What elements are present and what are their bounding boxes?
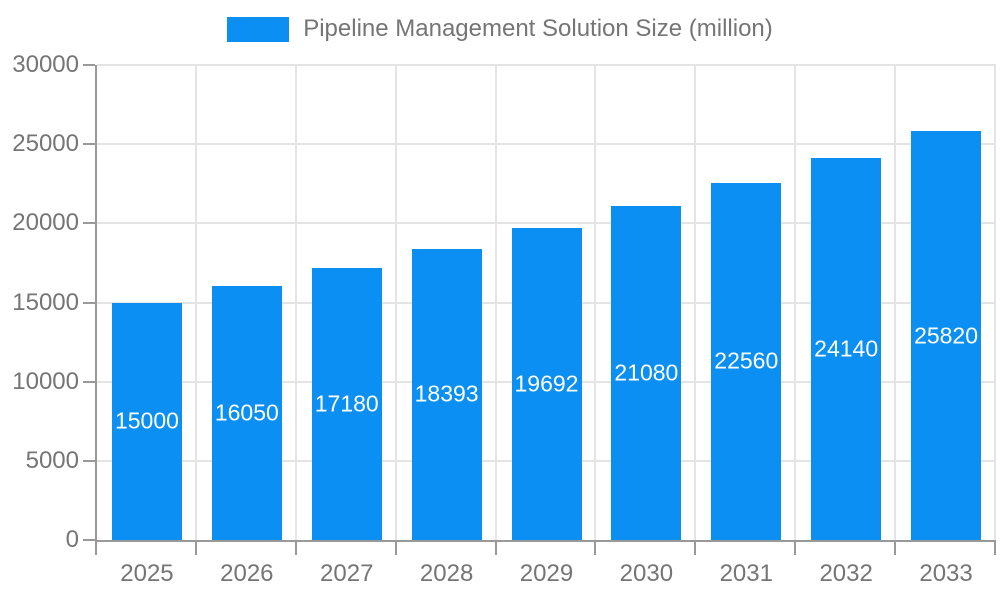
x-axis-label: 2026 (220, 560, 274, 587)
x-axis-tick (294, 542, 297, 555)
x-axis-tick (95, 542, 97, 555)
bar-value-label: 15000 (114, 407, 179, 434)
bar-2031[interactable]: 22560 (711, 182, 782, 540)
x-axis-line (95, 540, 996, 542)
x-axis-label: 2030 (619, 560, 674, 587)
gridline-vertical (994, 65, 996, 540)
x-axis-tick (394, 542, 397, 555)
gridline-vertical (394, 65, 397, 540)
x-axis-tick (194, 542, 197, 555)
y-axis-tick (83, 539, 95, 541)
bar-2028[interactable]: 18393 (411, 248, 482, 540)
gridline-horizontal (97, 222, 996, 225)
gridline-vertical (694, 65, 697, 540)
x-axis-tick (994, 542, 996, 555)
y-axis-label: 10000 (12, 367, 79, 395)
bar-value-label: 18393 (414, 380, 479, 407)
y-axis-tick (83, 143, 95, 146)
x-axis-tick (594, 542, 597, 555)
gridline-vertical (494, 65, 497, 540)
y-axis-tick (83, 222, 95, 225)
gridline-horizontal (97, 143, 996, 146)
gridline-vertical (794, 65, 797, 540)
x-axis-label: 2032 (819, 560, 873, 587)
y-axis-tick (83, 459, 95, 462)
y-axis-label: 20000 (12, 209, 79, 237)
y-axis-tick (83, 64, 95, 66)
gridline-vertical (294, 65, 297, 540)
x-axis-label: 2028 (419, 560, 474, 587)
bar-value-label: 17180 (314, 390, 379, 417)
bar-value-label: 24140 (814, 335, 879, 362)
legend-label: Pipeline Management Solution Size (milli… (303, 15, 773, 42)
y-axis-label: 0 (65, 526, 79, 553)
bar-2032[interactable]: 24140 (811, 157, 882, 540)
x-axis-tick (894, 542, 897, 555)
plot-area: 15000 16050 17180 18393 19692 21080 22560 24140… (12, 51, 996, 587)
x-axis-label: 2033 (919, 560, 973, 587)
gridline-vertical (894, 65, 897, 540)
x-axis-label: 2025 (120, 560, 174, 587)
gridline-vertical (194, 65, 197, 540)
y-axis-label: 25000 (12, 130, 79, 158)
bar-2033[interactable]: 25820 (911, 131, 982, 540)
bar-value-label: 16050 (214, 399, 279, 426)
gridline-vertical (594, 65, 597, 540)
x-axis-label: 2027 (320, 560, 374, 587)
bar-value-label: 21080 (614, 359, 679, 386)
y-axis-label: 30000 (12, 51, 79, 78)
y-axis-tick (83, 380, 95, 383)
bar-2025[interactable]: 15000 (111, 302, 182, 540)
bar-value-label: 22560 (714, 347, 779, 374)
legend-item[interactable]: Pipeline Management Solution Size (milli… (0, 15, 1000, 42)
y-axis-label: 15000 (12, 288, 79, 316)
bar-2029[interactable]: 19692 (511, 228, 582, 540)
y-axis-label: 5000 (25, 446, 79, 474)
x-axis-label: 2029 (519, 560, 574, 587)
x-axis-tick (794, 542, 797, 555)
y-axis-line (95, 65, 97, 553)
gridline-horizontal (97, 64, 996, 66)
legend-swatch (227, 16, 290, 42)
bar-value-label: 25820 (914, 322, 979, 349)
bar-value-label: 19692 (514, 370, 579, 397)
bar-2026[interactable]: 16050 (211, 285, 282, 540)
bar-2027[interactable]: 17180 (311, 267, 382, 540)
x-axis-tick (694, 542, 697, 555)
x-axis-tick (494, 542, 497, 555)
bar-2030[interactable]: 21080 (611, 206, 682, 540)
x-axis-label: 2031 (719, 560, 773, 587)
y-axis-tick (83, 301, 95, 304)
